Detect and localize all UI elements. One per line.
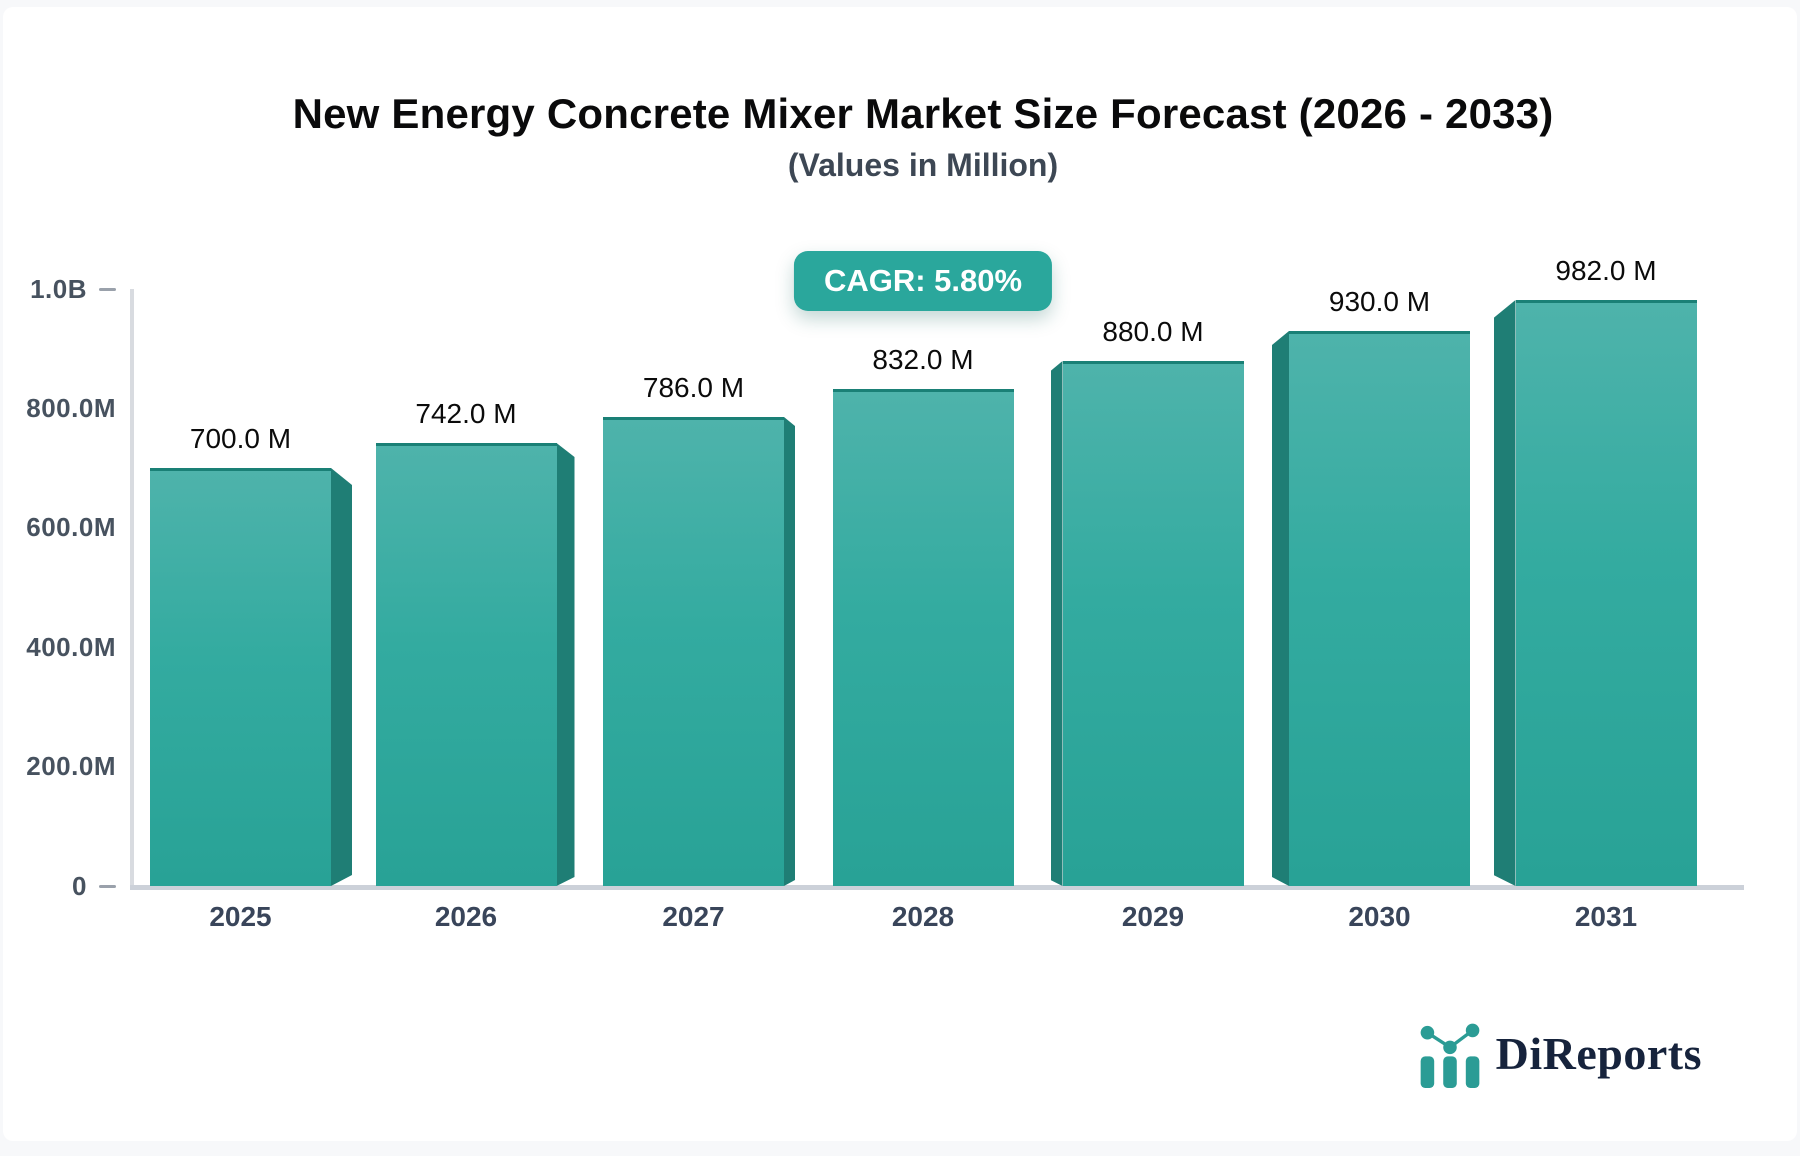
x-label-2030: 2030 (1348, 901, 1411, 932)
bar-2029 (1051, 361, 1244, 886)
bar-2028 (832, 389, 1014, 886)
bar-face (1062, 361, 1244, 886)
cagr-badge: CAGR: 5.80% (793, 251, 1053, 311)
bar-value-label: 742.0 M (415, 398, 517, 429)
bar-face (603, 417, 784, 886)
y-tick-label: 200.0M (26, 751, 116, 782)
bar-face (375, 443, 557, 886)
y-tick-0: 0 (72, 870, 116, 902)
bar-3d-side (557, 443, 575, 886)
y-tick-dash (99, 287, 116, 291)
y-tick-label: 1.0B (30, 273, 87, 304)
x-label-2026: 2026 (434, 901, 498, 932)
bar-value-label: 786.0 M (642, 372, 745, 403)
bar-face (1289, 331, 1470, 886)
x-axis-baseline (130, 885, 1744, 890)
x-label-2029: 2029 (1121, 901, 1185, 932)
bar-3d-side (1051, 361, 1063, 886)
bar-value-label: 880.0 M (1102, 316, 1204, 347)
y-tick-label: 800.0M (26, 392, 116, 423)
bar-2027 (603, 417, 795, 886)
brand-logo-text: DiReports (1495, 1027, 1702, 1079)
y-tick-dash (99, 884, 116, 888)
mini-bar-chart-logo-icon (1420, 1023, 1479, 1088)
y-tick-label: 600.0M (26, 512, 116, 543)
chart-title: New Energy Concrete Mixer Market Size Fo… (292, 90, 1554, 137)
brand-logo: DiReports (1414, 1018, 1702, 1088)
y-axis-line (130, 289, 134, 887)
bar-2025 (150, 468, 352, 886)
bar-face (832, 389, 1014, 886)
bar-3d-side (784, 417, 795, 886)
y-tick-600.0M: 600.0M (26, 512, 116, 544)
x-label-2025: 2025 (209, 901, 272, 932)
bar-2031 (1494, 300, 1697, 886)
bar-value-label: 930.0 M (1328, 286, 1431, 317)
bar-3d-side (1272, 331, 1289, 886)
y-tick-400.0M: 400.0M (26, 631, 116, 663)
bar-value-label: 700.0 M (189, 423, 292, 454)
chart-subtitle: (Values in Million) (787, 147, 1059, 183)
y-tick-label: 0 (72, 870, 87, 901)
bar-value-label: 982.0 M (1555, 255, 1657, 286)
bar-2026 (375, 443, 575, 886)
bar-value-label: 832.0 M (872, 344, 974, 375)
y-tick-800.0M: 800.0M (26, 392, 116, 424)
y-tick-label: 400.0M (26, 631, 116, 662)
bar-face (150, 468, 331, 886)
y-tick-1.0B: 1.0B (30, 273, 116, 305)
bar-3d-side (1494, 300, 1516, 886)
y-tick-200.0M: 200.0M (26, 751, 116, 783)
x-label-2031: 2031 (1574, 901, 1638, 932)
bar-2030 (1272, 331, 1470, 886)
x-label-2028: 2028 (891, 901, 955, 932)
bar-face (1515, 300, 1697, 886)
bar-3d-side (331, 468, 352, 886)
x-label-2027: 2027 (662, 901, 725, 932)
